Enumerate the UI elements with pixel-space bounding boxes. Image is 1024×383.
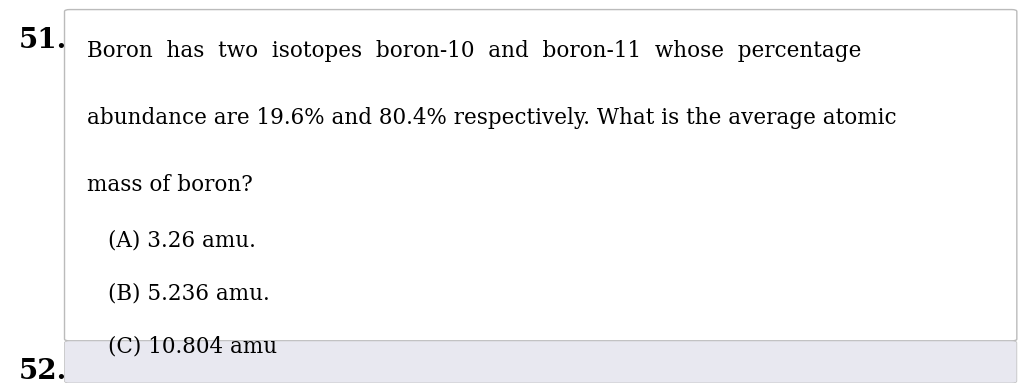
Text: abundance are 19.6% and 80.4% respectively. What is the average atomic: abundance are 19.6% and 80.4% respective… [87,107,897,129]
Text: (C) 10.804 amu: (C) 10.804 amu [108,336,276,357]
Text: Boron  has  two  isotopes  boron-10  and  boron-11  whose  percentage: Boron has two isotopes boron-10 and boro… [87,40,861,62]
FancyBboxPatch shape [65,341,1017,383]
FancyBboxPatch shape [65,10,1017,341]
Text: 51.: 51. [18,27,67,54]
Text: 52.: 52. [18,358,67,383]
Text: (A) 3.26 amu.: (A) 3.26 amu. [108,230,255,252]
Text: (B) 5.236 amu.: (B) 5.236 amu. [108,283,269,304]
Text: mass of boron?: mass of boron? [87,174,253,196]
